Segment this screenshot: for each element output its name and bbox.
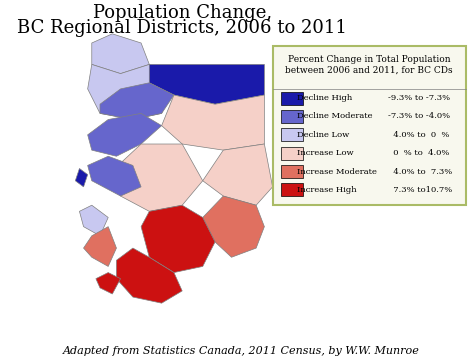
Bar — [281, 110, 303, 123]
Text: Increase Moderate: Increase Moderate — [297, 168, 377, 176]
Polygon shape — [88, 113, 162, 156]
Text: Decline High: Decline High — [297, 94, 353, 102]
Polygon shape — [141, 205, 215, 272]
Text: Percent Change in Total Population
between 2006 and 2011, for BC CDs: Percent Change in Total Population betwe… — [285, 55, 453, 75]
Text: Increase High: Increase High — [297, 186, 357, 194]
Polygon shape — [117, 248, 182, 303]
Text: -9.3% to -7.3%: -9.3% to -7.3% — [388, 94, 450, 102]
Polygon shape — [149, 64, 264, 104]
Bar — [281, 92, 303, 104]
Polygon shape — [80, 205, 108, 236]
Polygon shape — [203, 196, 264, 257]
Text: Increase Low: Increase Low — [297, 149, 354, 157]
Text: Decline Moderate: Decline Moderate — [297, 112, 373, 121]
Polygon shape — [203, 144, 273, 205]
Polygon shape — [88, 64, 174, 120]
Text: Adapted from Statistics Canada, 2011 Census, by W.W. Munroe: Adapted from Statistics Canada, 2011 Cen… — [63, 346, 420, 356]
FancyBboxPatch shape — [273, 46, 466, 205]
Polygon shape — [96, 272, 120, 294]
Polygon shape — [83, 227, 117, 266]
Polygon shape — [100, 83, 174, 120]
Bar — [281, 129, 303, 141]
Bar — [281, 147, 303, 160]
Text: 4.0% to  0  %: 4.0% to 0 % — [388, 131, 449, 139]
Bar — [281, 165, 303, 178]
Polygon shape — [108, 144, 203, 211]
Text: -7.3% to -4.0%: -7.3% to -4.0% — [388, 112, 450, 121]
Polygon shape — [162, 95, 264, 150]
Text: 4.0% to  7.3%: 4.0% to 7.3% — [388, 168, 452, 176]
Polygon shape — [88, 156, 141, 196]
Text: 7.3% to10.7%: 7.3% to10.7% — [388, 186, 452, 194]
Polygon shape — [92, 34, 149, 74]
Bar — [281, 183, 303, 196]
Polygon shape — [75, 168, 88, 187]
Text: 0  % to  4.0%: 0 % to 4.0% — [388, 149, 449, 157]
Text: Population Change,: Population Change, — [92, 4, 272, 22]
Text: Decline Low: Decline Low — [297, 131, 349, 139]
Text: BC Regional Districts, 2006 to 2011: BC Regional Districts, 2006 to 2011 — [17, 19, 347, 37]
